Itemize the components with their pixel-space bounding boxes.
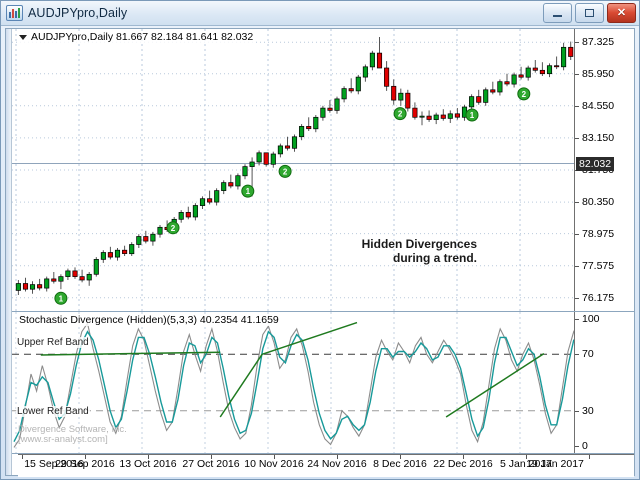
time-axis-label: 13 Oct 2016 [119, 458, 177, 470]
price-axis-label: 84.550 [582, 99, 615, 112]
time-tick [400, 455, 401, 459]
axis-tick [575, 42, 579, 44]
chevron-down-icon[interactable] [19, 34, 27, 40]
current-price-badge: 82.032 [576, 156, 615, 171]
minimize-icon [553, 15, 562, 17]
time-axis-label: 19 Jan 2017 [526, 458, 584, 470]
time-axis-label: 8 Dec 2016 [373, 458, 427, 470]
lower-ref-band-label: Lower Ref Band [16, 406, 90, 417]
time-axis-label: 27 Oct 2016 [182, 458, 240, 470]
title-bar: AUDJPYpro,Daily ✕ [1, 1, 639, 26]
watermark: Divergence Software, Inc. [www.sr-analys… [18, 425, 127, 445]
price-axis-label: 78.975 [582, 227, 615, 240]
price-axis-label: 80.350 [582, 196, 615, 209]
axis-tick [575, 297, 579, 299]
time-axis-label: 5 Jan 2017 [500, 458, 552, 470]
time-axis-label: 24 Nov 2016 [307, 458, 367, 470]
chart-icon [6, 5, 23, 21]
time-axis-label: 15 Sep 2016 [24, 458, 84, 470]
axis-tick [575, 233, 579, 235]
chart-panes: AUDJPYpro,Daily 81.667 82.184 81.641 82.… [12, 29, 634, 477]
svg-text:2: 2 [522, 90, 527, 99]
indicator-plot [12, 312, 575, 453]
indicator-axis-label: 70 [582, 348, 594, 361]
time-axis-label: 22 Dec 2016 [433, 458, 493, 470]
axis-tick [575, 105, 579, 107]
time-tick [589, 455, 590, 459]
svg-text:2: 2 [171, 224, 176, 233]
price-axis-label: 85.950 [582, 67, 615, 80]
chart-annotation: Hidden Divergences during a trend. [352, 237, 477, 265]
axis-tick [575, 202, 579, 204]
indicator-axis-label: 30 [582, 404, 594, 417]
svg-text:1: 1 [59, 294, 64, 303]
watermark-line-1: Divergence Software, Inc. [18, 424, 127, 435]
upper-ref-band-label: Upper Ref Band [16, 337, 90, 348]
time-tick [274, 455, 275, 459]
annotation-line-2: during a trend. [393, 251, 477, 265]
time-tick [211, 455, 212, 459]
axis-tick [575, 410, 579, 412]
maximize-icon [585, 9, 594, 17]
time-tick [526, 455, 527, 459]
time-tick [463, 455, 464, 459]
price-candles: 1 2 1 2 2 1 2 [12, 29, 575, 311]
axis-tick [575, 265, 579, 267]
annotation-line-1: Hidden Divergences [361, 237, 477, 251]
price-axis-label: 77.575 [582, 259, 615, 272]
minimize-button[interactable] [543, 3, 572, 23]
window-title: AUDJPYpro,Daily [28, 6, 128, 20]
price-axis-label: 76.175 [582, 291, 615, 304]
price-plot: 1 2 1 2 2 1 2 [12, 29, 575, 311]
axis-tick [575, 319, 579, 320]
time-axis[interactable]: 15 Sep 2016 29 Sep 2016 13 Oct 2016 27 Oct … [18, 454, 634, 477]
svg-text:1: 1 [246, 187, 251, 196]
svg-text:2: 2 [283, 167, 288, 176]
axis-tick [575, 137, 579, 139]
close-icon: ✕ [616, 6, 627, 19]
maximize-button[interactable] [575, 3, 604, 23]
axis-tick [575, 73, 579, 75]
time-axis-label: 29 Sep 2016 [55, 458, 115, 470]
indicator-pane-label: Stochastic Divergence (Hidden)(5,3,3) 40… [17, 314, 281, 326]
vertical-scrollbar[interactable] [6, 29, 12, 475]
indicator-axis-label: 0 [582, 440, 588, 452]
svg-text:1: 1 [470, 111, 475, 120]
price-pane-label-text: AUDJPYpro,Daily 81.667 82.184 81.641 82.… [31, 31, 254, 43]
axis-tick [575, 446, 579, 447]
price-axis[interactable]: 87.32585.95084.55083.15081.75080.35078.9… [574, 29, 634, 311]
svg-text:2: 2 [398, 110, 403, 119]
axis-tick [575, 170, 579, 171]
price-pane-label: AUDJPYpro,Daily 81.667 82.184 81.641 82.… [17, 31, 256, 43]
time-tick [337, 455, 338, 459]
price-axis-label: 87.325 [582, 36, 615, 49]
time-tick [22, 455, 23, 459]
time-tick [148, 455, 149, 459]
stochastic-lines [12, 312, 575, 453]
axis-tick [575, 354, 579, 356]
time-tick [85, 455, 86, 459]
chart-area[interactable]: AUDJPYpro,Daily 81.667 82.184 81.641 82.… [5, 28, 635, 477]
window-controls: ✕ [543, 3, 636, 23]
time-axis-label: 10 Nov 2016 [244, 458, 304, 470]
watermark-line-2: [www.sr-analyst.com] [18, 434, 108, 445]
indicator-pane[interactable]: Stochastic Divergence (Hidden)(5,3,3) 40… [12, 312, 634, 454]
price-axis-label: 83.150 [582, 131, 615, 144]
close-button[interactable]: ✕ [607, 3, 636, 23]
indicator-axis[interactable]: 100 70 30 0 [574, 312, 634, 453]
price-pane[interactable]: AUDJPYpro,Daily 81.667 82.184 81.641 82.… [12, 29, 634, 312]
indicator-axis-label: 100 [582, 313, 600, 325]
